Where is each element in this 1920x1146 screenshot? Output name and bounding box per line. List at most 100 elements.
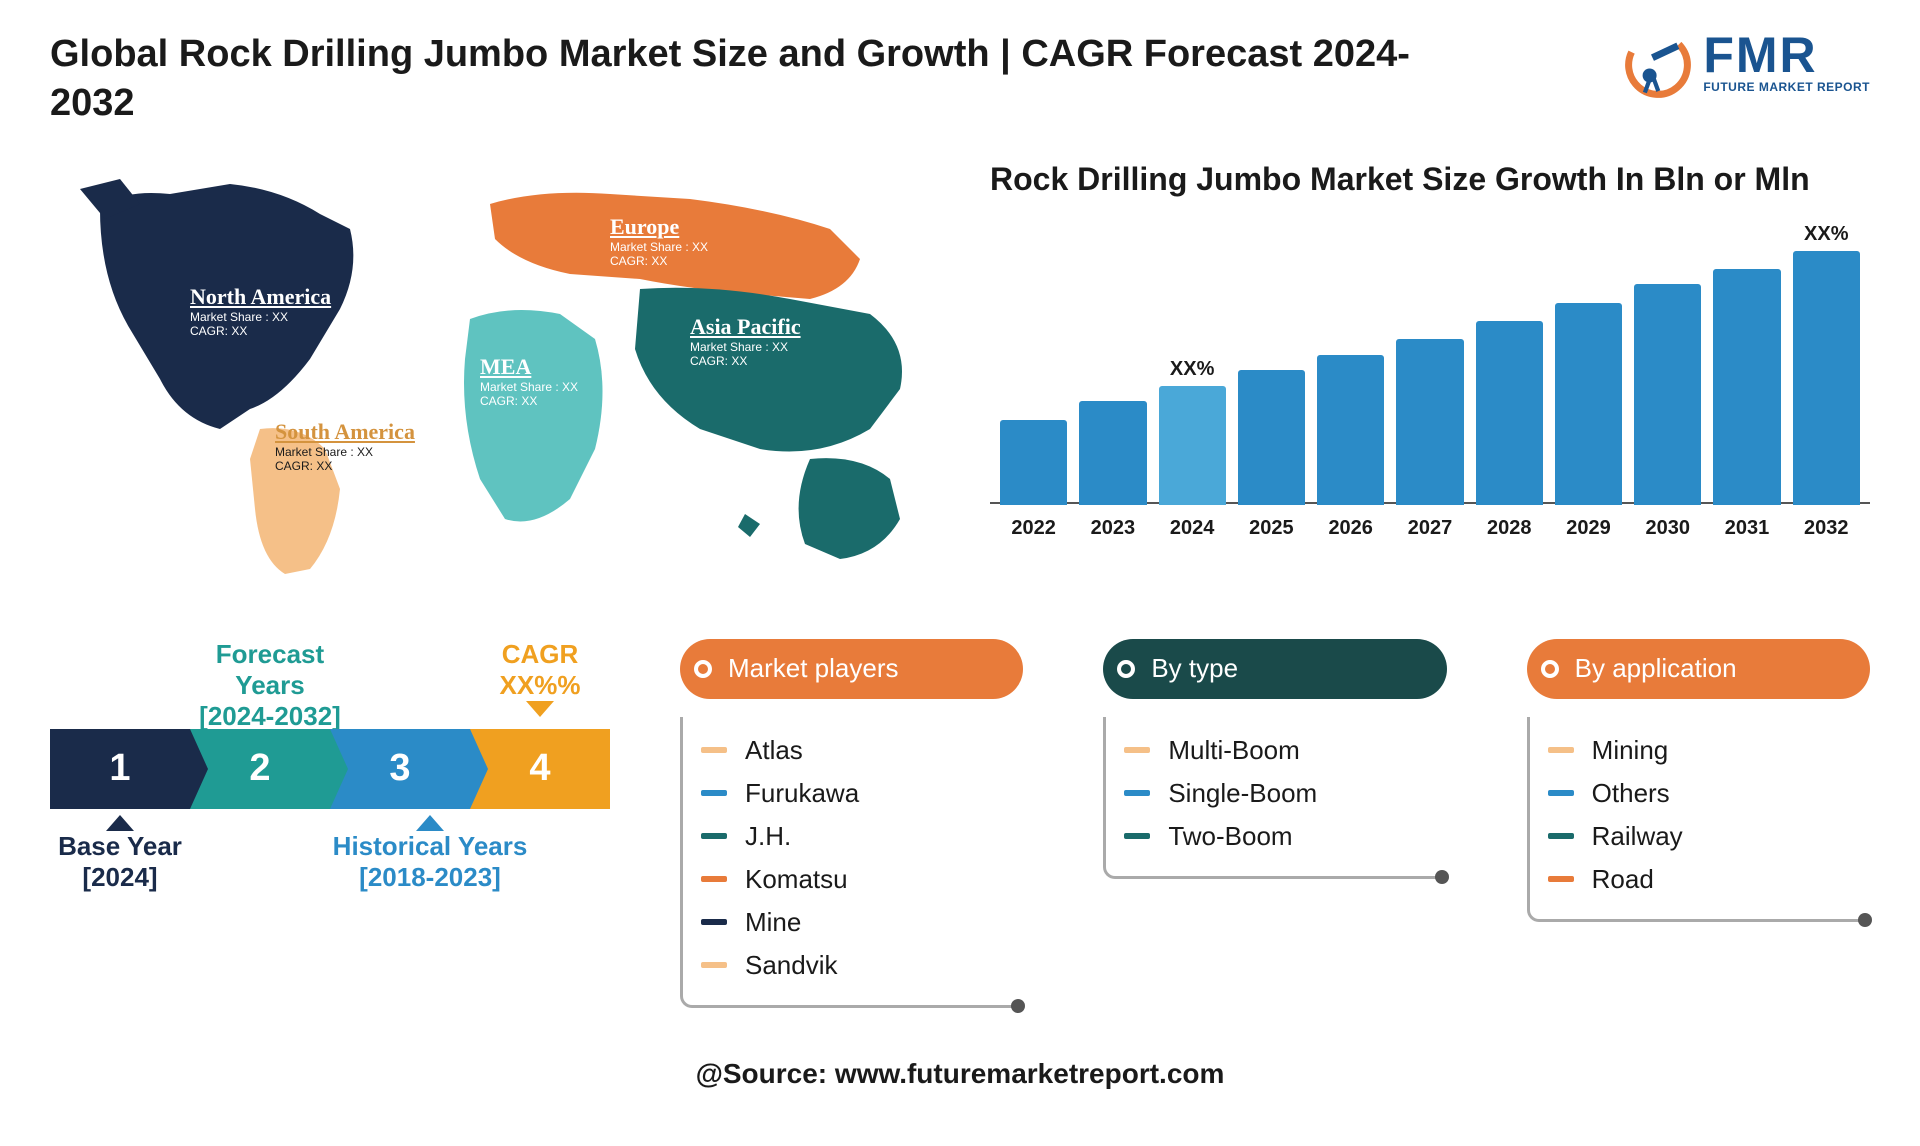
- category-item-label: Railway: [1592, 821, 1683, 852]
- chart-bar: [1793, 251, 1860, 506]
- bar-wrap: XX%2024: [1159, 386, 1226, 541]
- category-item-label: Road: [1592, 864, 1654, 895]
- triangle-up-icon: [106, 815, 134, 831]
- triangle-up-icon: [416, 815, 444, 831]
- chart-bar: [1159, 386, 1226, 506]
- category-item-label: Sandvik: [745, 950, 838, 981]
- bar-wrap: 2030: [1634, 284, 1701, 540]
- chart-bar: [1079, 401, 1146, 505]
- bar-year-label: 2023: [1091, 517, 1136, 540]
- bar-wrap: 2028: [1476, 321, 1543, 541]
- logo-subtitle: FUTURE MARKET REPORT: [1703, 80, 1870, 94]
- category-item: Multi-Boom: [1106, 729, 1446, 772]
- by-type-column: By type Multi-Boom Single-Boom Two-Boom: [1103, 639, 1446, 1008]
- base-year-label: Base Year [2024]: [50, 815, 190, 893]
- category-item: Single-Boom: [1106, 772, 1446, 815]
- page-title: Global Rock Drilling Jumbo Market Size a…: [50, 30, 1450, 129]
- chart-bar: [1238, 370, 1305, 505]
- chart-title: Rock Drilling Jumbo Market Size Growth I…: [990, 159, 1870, 201]
- bar-wrap: 2025: [1238, 370, 1305, 540]
- bar-wrap: 2026: [1317, 355, 1384, 541]
- chart-bar: [1634, 284, 1701, 505]
- category-item-label: Atlas: [745, 735, 803, 766]
- category-item: Mining: [1530, 729, 1870, 772]
- logo-text: FMR: [1703, 30, 1870, 80]
- triangle-down-icon: [526, 701, 554, 717]
- region-label-south-america: South America Market Share : XX CAGR: XX: [275, 419, 415, 473]
- by-application-pill: By application: [1527, 639, 1870, 699]
- timeline-section: Forecast Years [2024-2032] CAGR XX%% 123…: [50, 639, 610, 935]
- bar-year-label: 2027: [1408, 517, 1453, 540]
- region-label-mea: MEA Market Share : XX CAGR: XX: [480, 354, 578, 408]
- logo: FMR FUTURE MARKET REPORT: [1623, 30, 1870, 100]
- bullet-icon: [1548, 833, 1574, 839]
- timeline-segment: 2: [190, 729, 330, 809]
- bar-wrap: XX%2032: [1793, 251, 1860, 541]
- market-players-column: Market players AtlasFurukawaJ.H.KomatsuM…: [680, 639, 1023, 1008]
- cagr-label: CAGR XX%%: [480, 639, 600, 717]
- category-item-label: Furukawa: [745, 778, 859, 809]
- world-map: North America Market Share : XX CAGR: XX…: [50, 159, 950, 579]
- bar-wrap: 2031: [1713, 269, 1780, 541]
- chart-bar: [1555, 303, 1622, 506]
- category-item: Mine: [683, 901, 1023, 944]
- telescope-icon: [1623, 30, 1693, 100]
- bullet-icon: [1124, 833, 1150, 839]
- bar-year-label: 2028: [1487, 517, 1532, 540]
- category-item-label: Multi-Boom: [1168, 735, 1299, 766]
- bar-annotation: XX%: [1170, 358, 1214, 381]
- timeline-segment: 1: [50, 729, 190, 809]
- region-label-europe: Europe Market Share : XX CAGR: XX: [610, 214, 708, 268]
- bar-wrap: 2029: [1555, 303, 1622, 541]
- category-item: Atlas: [683, 729, 1023, 772]
- category-item-label: Single-Boom: [1168, 778, 1317, 809]
- bullet-icon: [701, 919, 727, 925]
- category-item: Two-Boom: [1106, 815, 1446, 858]
- historical-years-label: Historical Years [2018-2023]: [320, 815, 540, 893]
- logo-text-block: FMR FUTURE MARKET REPORT: [1703, 30, 1870, 94]
- bar-year-label: 2026: [1328, 517, 1373, 540]
- by-application-column: By application Mining Others Railway Road: [1527, 639, 1870, 1008]
- category-item: Sandvik: [683, 944, 1023, 987]
- bullet-icon: [701, 790, 727, 796]
- category-item: Railway: [1530, 815, 1870, 858]
- category-item-label: Komatsu: [745, 864, 848, 895]
- category-item: Komatsu: [683, 858, 1023, 901]
- timeline-segment: 4: [470, 729, 610, 809]
- timeline-segment: 3: [330, 729, 470, 809]
- bullet-icon: [1124, 747, 1150, 753]
- category-item-label: Mining: [1592, 735, 1669, 766]
- bullet-icon: [701, 833, 727, 839]
- by-type-pill: By type: [1103, 639, 1446, 699]
- bullet-icon: [701, 747, 727, 753]
- chart-bar: [1713, 269, 1780, 506]
- bar-wrap: 2023: [1079, 401, 1146, 540]
- category-item: Others: [1530, 772, 1870, 815]
- category-item-label: Others: [1592, 778, 1670, 809]
- market-players-list: Atlas Furukawa J.H. Komatsu Mine Sandvik: [680, 717, 1023, 1008]
- by-application-list: Mining Others Railway Road: [1527, 717, 1870, 922]
- category-item-label: J.H.: [745, 821, 791, 852]
- bullet-icon: [701, 962, 727, 968]
- bar-year-label: 2022: [1011, 517, 1056, 540]
- bar-chart-section: Rock Drilling Jumbo Market Size Growth I…: [990, 159, 1870, 579]
- bar-wrap: 2022: [1000, 420, 1067, 541]
- bar-year-label: 2029: [1566, 517, 1611, 540]
- bar-year-label: 2024: [1170, 517, 1215, 540]
- bullet-icon: [1548, 876, 1574, 882]
- bar-annotation: XX%: [1804, 223, 1848, 246]
- chart-bar: [1476, 321, 1543, 506]
- bar-wrap: 2027: [1396, 339, 1463, 540]
- category-item: J.H.: [683, 815, 1023, 858]
- source-line: @Source: www.futuremarketreport.com: [50, 1058, 1870, 1090]
- chart-bar: [1000, 420, 1067, 506]
- region-label-north-america: North America Market Share : XX CAGR: XX: [190, 284, 331, 338]
- category-item-label: Two-Boom: [1168, 821, 1292, 852]
- categories-section: Market players AtlasFurukawaJ.H.KomatsuM…: [680, 639, 1870, 1008]
- by-type-list: Multi-Boom Single-Boom Two-Boom: [1103, 717, 1446, 879]
- bar-year-label: 2032: [1804, 517, 1849, 540]
- category-item: Road: [1530, 858, 1870, 901]
- chart-bar: [1317, 355, 1384, 506]
- bullet-icon: [1548, 790, 1574, 796]
- bullet-icon: [1548, 747, 1574, 753]
